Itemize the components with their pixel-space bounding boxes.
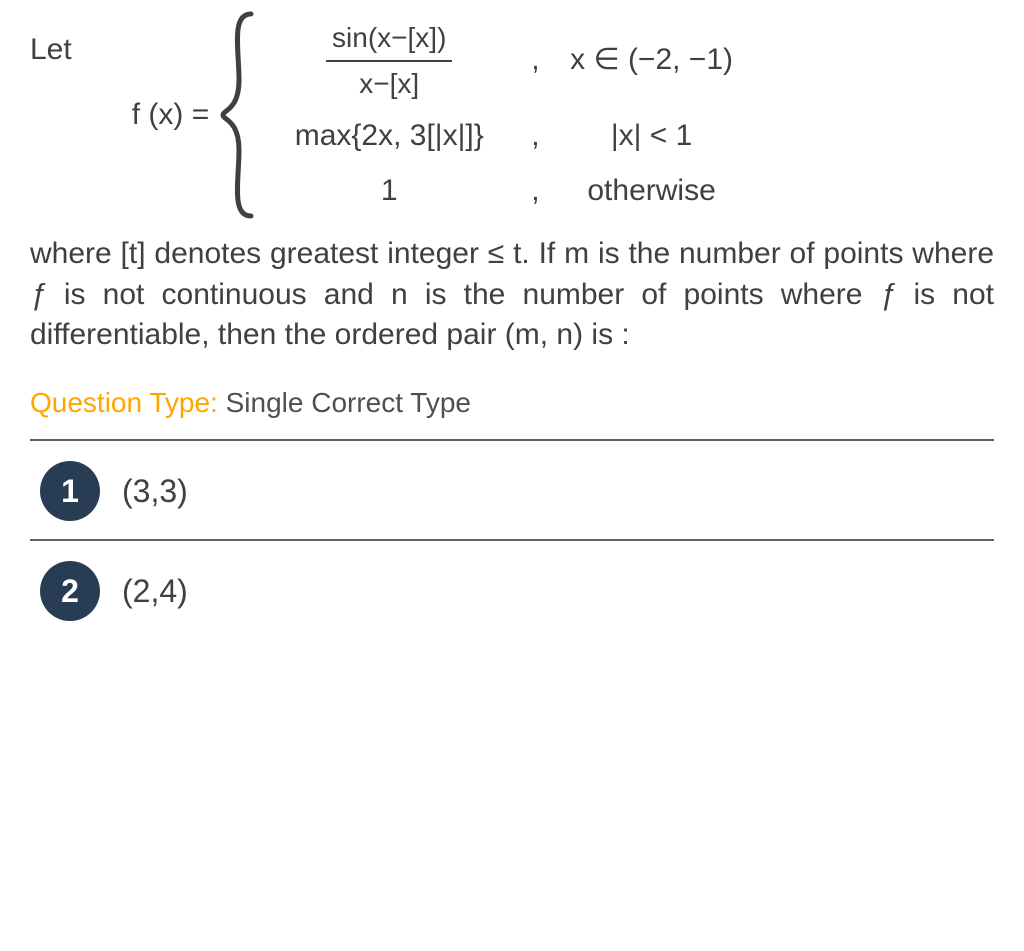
desc-part-2: is not continuous and n is the number of… [47, 278, 880, 311]
cases-block: sin(x−[x]) x−[x] , x ∈ (−2, −1) max{2x, … [259, 19, 751, 212]
fx-label: f (x) = [132, 95, 210, 136]
case-3-left: 1 [259, 171, 519, 212]
let-label: Let [30, 30, 72, 71]
case-row-1: sin(x−[x]) x−[x] , x ∈ (−2, −1) [259, 19, 751, 103]
option-2-text: (2,4) [122, 570, 188, 613]
case-2-left: max{2x, 3[|x|]} [259, 116, 519, 157]
question-type-label: Question Type: [30, 387, 218, 418]
case-3-comma: , [531, 171, 539, 212]
case-3-right: otherwise [552, 171, 752, 212]
option-1[interactable]: 1 (3,3) [40, 461, 994, 521]
description-paragraph: where [t] denotes greatest integer ≤ t. … [30, 234, 994, 356]
case-row-3: 1 , otherwise [259, 171, 751, 212]
question-type-value: Single Correct Type [218, 387, 471, 418]
option-1-badge: 1 [40, 461, 100, 521]
case-2-right: |x| < 1 [552, 116, 752, 157]
case-row-2: max{2x, 3[|x|]} , |x| < 1 [259, 116, 751, 157]
brace-container: sin(x−[x]) x−[x] , x ∈ (−2, −1) max{2x, … [219, 10, 751, 220]
case-1-left: sin(x−[x]) x−[x] [259, 19, 519, 103]
case-2-comma: , [531, 116, 539, 157]
divider-2 [30, 539, 994, 541]
left-brace-icon [219, 10, 259, 220]
question-type-row: Question Type: Single Correct Type [30, 384, 994, 422]
option-2[interactable]: 2 (2,4) [40, 561, 994, 621]
option-2-badge: 2 [40, 561, 100, 621]
case-1-right: x ∈ (−2, −1) [552, 40, 752, 81]
option-1-text: (3,3) [122, 470, 188, 513]
equation-wrapper: Let f (x) = sin(x−[x]) x−[x] , x ∈ (−2, … [30, 20, 994, 220]
desc-f1: ƒ [30, 278, 47, 311]
divider-1 [30, 439, 994, 441]
desc-f2: ƒ [880, 278, 897, 311]
desc-part-1: where [t] denotes greatest integer ≤ t. … [30, 237, 994, 270]
case-1-comma: , [531, 40, 539, 81]
equation-body: f (x) = sin(x−[x]) x−[x] , x ∈ (−2, −1) [132, 10, 752, 220]
fraction-denominator: x−[x] [326, 62, 452, 103]
fraction-numerator: sin(x−[x]) [326, 19, 452, 62]
fraction: sin(x−[x]) x−[x] [326, 19, 452, 103]
